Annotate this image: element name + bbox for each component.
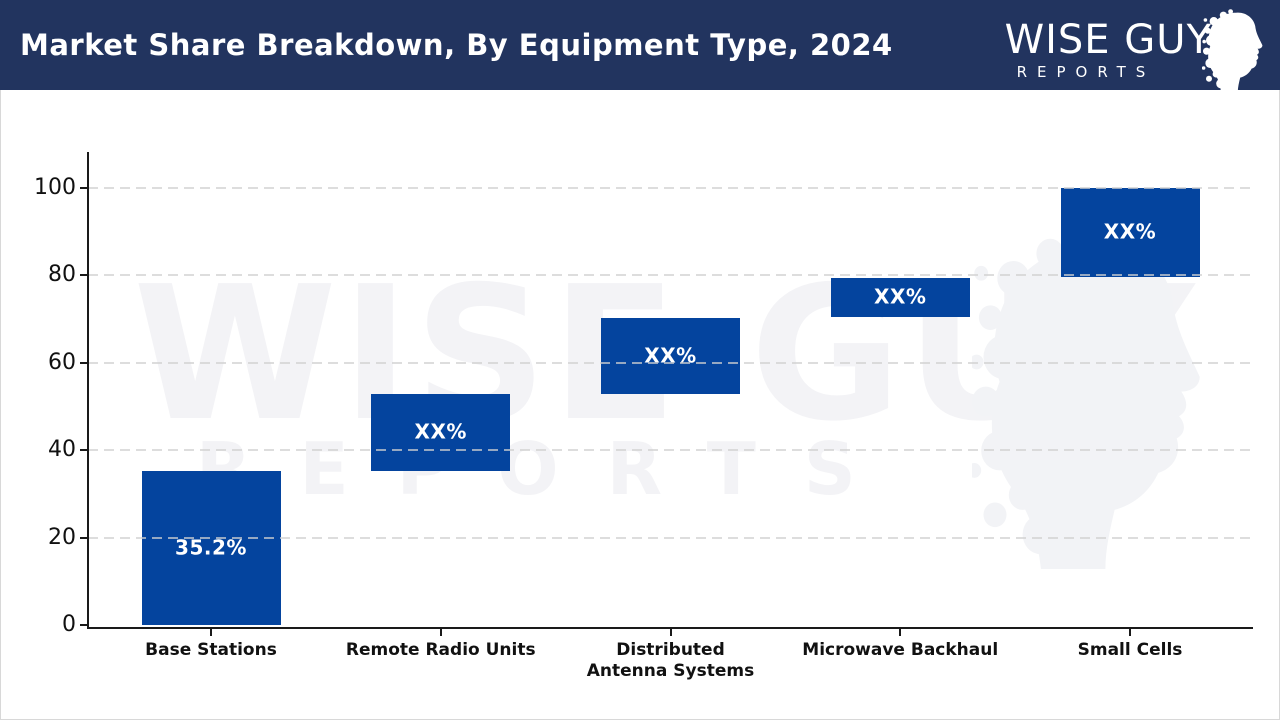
bar-microwave-backhaul: XX%	[830, 278, 970, 317]
bar-small-cells: XX%	[1060, 187, 1200, 278]
gridline-40	[88, 449, 1253, 451]
y-tick	[80, 449, 87, 451]
x-axis-label-small-cells: Small Cells	[1000, 640, 1260, 661]
gridline-20	[88, 536, 1253, 539]
x-tick	[1129, 629, 1131, 636]
y-tick	[80, 186, 87, 189]
bar-distributed-antenna-systems: XX%	[601, 318, 740, 394]
x-axis-label-line: Base Stations	[145, 640, 277, 660]
y-tick-label: 20	[48, 524, 76, 550]
y-tick	[80, 361, 87, 364]
y-tick	[80, 274, 87, 276]
wise-guy-reports-logo: WISE GUY REPORTS	[1005, 6, 1264, 92]
y-tick-label: 80	[48, 262, 76, 287]
logo-wordmark: WISE GUY	[1004, 17, 1212, 63]
x-tick	[210, 629, 212, 636]
logo-reports-text: REPORTS	[1016, 63, 1156, 81]
bar-remote-radio-units: XX%	[371, 393, 511, 471]
bar-value-label: XX%	[1103, 219, 1157, 244]
gridline-60	[88, 361, 1253, 364]
x-tick	[669, 629, 672, 636]
page-title: Market Share Breakdown, By Equipment Typ…	[20, 28, 893, 62]
y-tick-label: 100	[34, 174, 76, 200]
x-axis-label-distributed-antenna-systems: Distributed Antenna Systems	[541, 640, 801, 682]
bar-value-label: XX%	[414, 419, 467, 444]
logo-head-icon	[1202, 9, 1263, 92]
y-tick	[80, 624, 87, 626]
x-axis-label-microwave-backhaul: Microwave Backhaul	[770, 640, 1030, 661]
x-axis-label-line: Remote Radio Units	[345, 640, 536, 660]
x-axis-label-line: Antenna Systems	[586, 661, 755, 681]
y-axis-line	[87, 152, 89, 629]
y-tick-label: 0	[62, 612, 76, 637]
bar-value-label: XX%	[874, 284, 927, 309]
x-tick	[439, 629, 442, 636]
y-tick-label: 60	[48, 349, 76, 375]
x-axis-label-line: Small Cells	[1077, 640, 1183, 660]
bar-value-label: XX%	[644, 343, 697, 368]
y-tick	[80, 536, 87, 539]
x-axis-label-base-stations: Base Stations	[81, 640, 341, 661]
x-axis-line	[87, 627, 1253, 629]
x-axis-label-line: Microwave Backhaul	[802, 640, 999, 660]
bar-base-stations: 35.2%	[141, 471, 281, 625]
x-axis-label-line: Distributed	[616, 640, 725, 660]
header-bar: Market Share Breakdown, By Equipment Typ…	[0, 0, 1280, 92]
x-axis-label-remote-radio-units: Remote Radio Units	[311, 640, 571, 661]
gridline-100	[88, 186, 1253, 189]
x-tick	[899, 629, 902, 636]
y-tick-label: 40	[48, 437, 76, 462]
gridline-80	[88, 274, 1253, 276]
bar-value-label: 35.2%	[175, 535, 247, 560]
logo-text: WISE GUY REPORTS	[1005, 20, 1212, 81]
